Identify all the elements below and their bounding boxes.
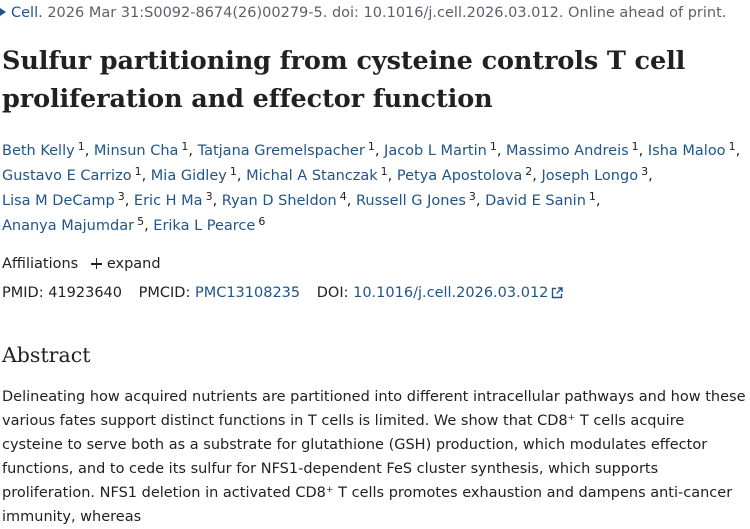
author-affiliation-number[interactable]: 3 (641, 165, 649, 178)
author-affiliation-number[interactable]: 1 (367, 140, 375, 153)
caret-right-icon (0, 8, 6, 16)
abstract-text: Delineating how acquired nutrients are p… (2, 389, 746, 525)
author-affiliation-number[interactable]: 5 (137, 215, 145, 228)
author-separator: , (387, 168, 393, 184)
author-link[interactable]: Ananya Majumdar (2, 218, 135, 234)
author-separator: , (532, 168, 537, 184)
citation-line: Cell. 2026 Mar 31:S0092-8674(26)00279-5.… (0, 5, 750, 22)
affiliations-label: Affiliations (2, 256, 79, 272)
author-separator: , (84, 143, 90, 159)
author-affiliation-number[interactable]: 3 (468, 190, 476, 203)
author-affiliation-number[interactable]: 1 (77, 140, 85, 153)
author-link[interactable]: Joseph Longo (541, 168, 639, 184)
author-entry: Joseph Longo 3, (541, 165, 653, 184)
author-entry: Erika L Pearce 6 (153, 215, 266, 234)
author-entry: Tatjana Gremelspacher 1, (197, 140, 380, 159)
abstract-heading: Abstract (2, 343, 91, 367)
author-link[interactable]: Jacob L Martin (384, 143, 487, 159)
author-affiliation-number[interactable]: 6 (258, 215, 266, 228)
author-link[interactable]: Eric H Ma (133, 193, 203, 209)
author-separator: , (188, 143, 194, 159)
author-link[interactable]: Michal A Stanczak (246, 168, 378, 184)
author-affiliation-number[interactable]: 1 (134, 165, 142, 178)
pmid-label: PMID: (2, 285, 44, 301)
external-link-icon (552, 287, 564, 299)
author-separator: , (374, 143, 380, 159)
author-separator: , (144, 218, 149, 234)
article-title: Sulfur partitioning from cysteine contro… (2, 46, 686, 114)
author-entry: Isha Maloo 1, (647, 140, 741, 159)
expand-label[interactable]: expand (106, 256, 161, 272)
pmid-value: 41923640 (48, 285, 123, 301)
journal-name[interactable]: Cell. (11, 5, 43, 21)
affiliations-row: Affiliations expand (2, 254, 161, 274)
author-affiliation-number[interactable]: 2 (525, 165, 533, 178)
author-separator: , (346, 193, 352, 209)
author-link[interactable]: David E Sanin (485, 193, 586, 209)
author-entry: Jacob L Martin 1, (384, 140, 502, 159)
identifiers-row: PMID: 41923640 PMCID: PMC13108235 DOI: 1… (2, 283, 564, 303)
author-affiliation-number[interactable]: 1 (588, 190, 596, 203)
author-affiliation-number[interactable]: 1 (181, 140, 189, 153)
author-separator: , (496, 143, 502, 159)
author-separator: , (735, 143, 741, 159)
author-entry: Mia Gidley 1, (150, 165, 242, 184)
author-separator: , (141, 168, 147, 184)
author-link[interactable]: Russell G Jones (355, 193, 466, 209)
author-link[interactable]: Mia Gidley (150, 168, 227, 184)
author-link[interactable]: Minsun Cha (93, 143, 179, 159)
author-affiliation-number[interactable]: 1 (631, 140, 639, 153)
author-link[interactable]: Gustavo E Carrizo (2, 168, 132, 184)
author-entry: Ryan D Sheldon 4, (221, 190, 352, 209)
author-link[interactable]: Tatjana Gremelspacher (197, 143, 365, 159)
author-separator: , (648, 168, 653, 184)
author-entry: Ananya Majumdar 5, (2, 215, 149, 234)
citation-details: 2026 Mar 31:S0092-8674(26)00279-5. doi: … (42, 5, 727, 21)
affiliations-expand-button[interactable]: expand (90, 256, 161, 272)
author-separator: , (475, 193, 481, 209)
authors-list: Beth Kelly 1, Minsun Cha 1, Tatjana Gremel… (2, 139, 750, 239)
author-link[interactable]: Petya Apostolova (396, 168, 523, 184)
author-affiliation-number[interactable]: 1 (728, 140, 736, 153)
author-entry: Gustavo E Carrizo 1, (2, 165, 147, 184)
author-separator: , (595, 193, 601, 209)
author-entry: Petya Apostolova 2, (396, 165, 537, 184)
author-separator: , (236, 168, 242, 184)
author-link[interactable]: Erika L Pearce (153, 218, 256, 234)
author-affiliation-number[interactable]: 3 (117, 190, 125, 203)
plus-icon (90, 258, 102, 269)
author-separator: , (638, 143, 644, 159)
author-entry: Massimo Andreis 1, (506, 140, 644, 159)
doi-label: DOI: (316, 285, 349, 301)
author-entry: Minsun Cha 1, (93, 140, 194, 159)
author-entry: David E Sanin 1, (485, 190, 601, 209)
pmcid-label: PMCID: (138, 285, 191, 301)
author-affiliation-number[interactable]: 1 (489, 140, 497, 153)
author-link[interactable]: Lisa M DeCamp (2, 193, 115, 209)
author-link[interactable]: Massimo Andreis (506, 143, 629, 159)
author-link[interactable]: Isha Maloo (647, 143, 726, 159)
author-affiliation-number[interactable]: 1 (229, 165, 237, 178)
author-separator: , (212, 193, 218, 209)
author-entry: Eric H Ma 3, (133, 190, 218, 209)
doi-value[interactable]: 10.1016/j.cell.2026.03.012 (353, 285, 549, 301)
author-separator: , (124, 193, 130, 209)
pmcid-link[interactable]: PMC13108235 (194, 285, 301, 301)
author-entry: Michal A Stanczak 1, (246, 165, 393, 184)
author-affiliation-number[interactable]: 3 (205, 190, 213, 203)
author-entry: Lisa M DeCamp 3, (2, 190, 130, 209)
author-affiliation-number[interactable]: 1 (380, 165, 388, 178)
author-affiliation-number[interactable]: 4 (339, 190, 347, 203)
author-link[interactable]: Ryan D Sheldon (221, 193, 337, 209)
journal-link[interactable]: Cell. (0, 5, 43, 21)
author-entry: Russell G Jones 3, (355, 190, 481, 209)
author-link[interactable]: Beth Kelly (2, 143, 75, 159)
author-entry: Beth Kelly 1, (2, 140, 90, 159)
doi-link[interactable]: 10.1016/j.cell.2026.03.012 (353, 285, 564, 301)
